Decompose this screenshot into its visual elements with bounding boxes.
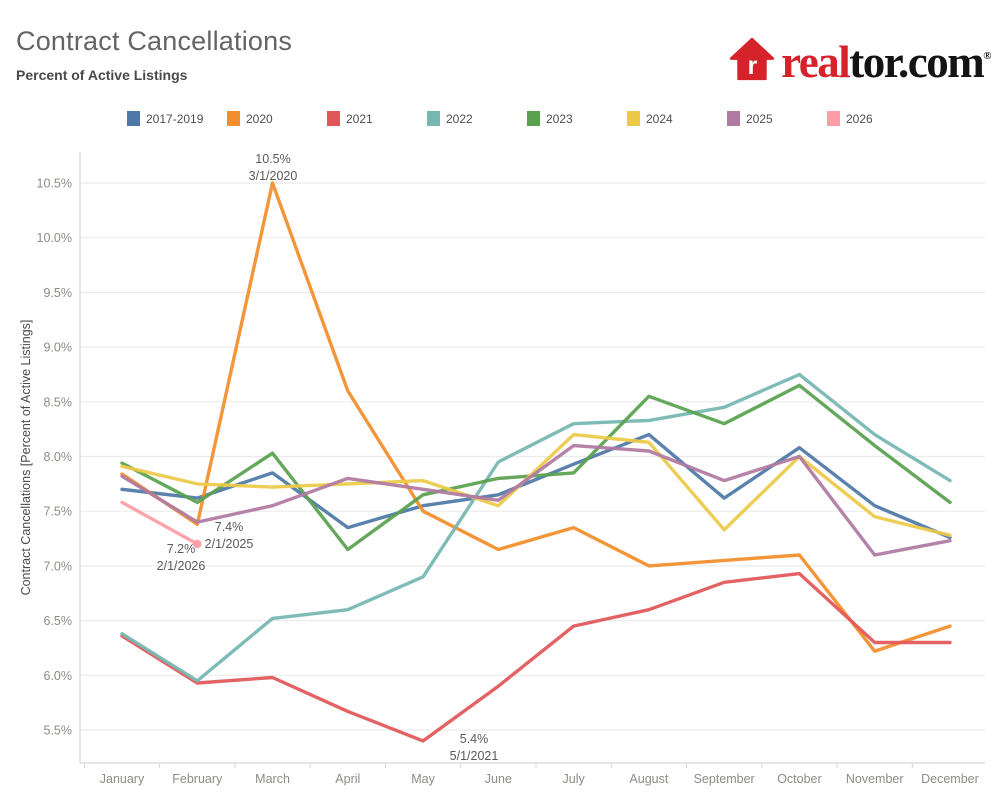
series-line-2026[interactable] bbox=[120, 500, 200, 546]
legend-swatch bbox=[827, 111, 840, 126]
page-subtitle: Percent of Active Listings bbox=[16, 67, 188, 83]
realtor-wordmark: realtor.com® bbox=[781, 37, 991, 87]
x-month-label: July bbox=[563, 772, 586, 786]
chart: 5.5% 6.0% 6.5% 7.0% 7.5% 8.0% 8.5% 9.0% 9.5% 10.0… bbox=[19, 152, 985, 786]
annotation: 7.4% 2/1/2025 bbox=[205, 520, 254, 551]
x-month-label: June bbox=[485, 772, 512, 786]
legend-swatch bbox=[727, 111, 740, 126]
x-month-label: May bbox=[411, 772, 435, 786]
x-month-label: September bbox=[694, 772, 755, 786]
y-tick-label: 5.5% bbox=[44, 724, 73, 738]
annotation: 7.2% 2/1/2026 bbox=[157, 542, 206, 573]
series-line-2017-2019[interactable] bbox=[120, 432, 952, 540]
realtor-logo[interactable]: r realtor.com® bbox=[729, 34, 991, 87]
page-title: Contract Cancellations bbox=[16, 26, 293, 56]
legend-item-2022[interactable]: 2022 bbox=[427, 111, 527, 126]
series-line-2023[interactable] bbox=[120, 383, 952, 552]
y-tick-label: 6.5% bbox=[44, 614, 73, 628]
legend-label: 2024 bbox=[646, 111, 673, 126]
legend-item-2020[interactable]: 2020 bbox=[227, 111, 327, 126]
series-line-2024[interactable] bbox=[120, 432, 952, 537]
legend-item-2017-2019[interactable]: 2017-2019 bbox=[127, 111, 227, 126]
legend-swatch bbox=[127, 111, 140, 126]
legend-label: 2021 bbox=[346, 111, 373, 126]
x-month-label: December bbox=[921, 772, 979, 786]
legend-label: 2023 bbox=[546, 111, 573, 126]
series-end-dot-2026 bbox=[192, 539, 202, 549]
legend-label: 2026 bbox=[846, 111, 873, 126]
legend-swatch bbox=[327, 111, 340, 126]
x-month-label: March bbox=[255, 772, 290, 786]
legend-swatch bbox=[527, 111, 540, 126]
annotation: 5.4% 5/1/2021 bbox=[450, 732, 499, 763]
y-tick-label: 7.0% bbox=[44, 559, 73, 573]
legend-item-2024[interactable]: 2024 bbox=[627, 111, 727, 126]
chart-header: Contract Cancellations Percent of Active… bbox=[16, 26, 292, 83]
y-tick-label: 6.0% bbox=[44, 669, 73, 683]
legend-label: 2017-2019 bbox=[146, 111, 204, 126]
y-axis-title: Contract Cancellations [Percent of Activ… bbox=[19, 320, 33, 596]
x-month-label: April bbox=[335, 772, 360, 786]
series-line-2021[interactable] bbox=[120, 571, 952, 743]
series-line-2025[interactable] bbox=[120, 443, 952, 557]
x-month-label: February bbox=[172, 772, 223, 786]
legend-label: 2020 bbox=[246, 111, 273, 126]
legend: 2017-2019 2020 2021 2022 2023 2024 2025 2026 bbox=[127, 111, 927, 126]
realtor-house-icon: r bbox=[730, 37, 775, 80]
y-tick-label: 8.0% bbox=[44, 450, 73, 464]
x-month-label: January bbox=[100, 772, 145, 786]
y-tick-label: 10.0% bbox=[37, 231, 72, 245]
y-tick-label: 7.5% bbox=[44, 505, 73, 519]
registered-mark-icon: ® bbox=[983, 50, 991, 62]
series-line-2020[interactable] bbox=[120, 181, 952, 653]
x-month-label: August bbox=[629, 772, 668, 786]
y-tick-label: 9.0% bbox=[44, 341, 73, 355]
legend-swatch bbox=[627, 111, 640, 126]
legend-swatch bbox=[427, 111, 440, 126]
x-month-label: October bbox=[777, 772, 821, 786]
y-tick-label: 10.5% bbox=[37, 177, 72, 191]
series-line-2022[interactable] bbox=[120, 372, 952, 683]
legend-item-2025[interactable]: 2025 bbox=[727, 111, 827, 126]
x-month-label: November bbox=[846, 772, 904, 786]
legend-item-2023[interactable]: 2023 bbox=[527, 111, 627, 126]
logo-letter-r: r bbox=[748, 53, 758, 80]
legend-swatch bbox=[227, 111, 240, 126]
annotation: 10.5% 3/1/2020 bbox=[249, 152, 298, 183]
legend-label: 2022 bbox=[446, 111, 473, 126]
legend-label: 2025 bbox=[746, 111, 773, 126]
legend-item-2021[interactable]: 2021 bbox=[327, 111, 427, 126]
y-tick-label: 9.5% bbox=[44, 286, 73, 300]
y-tick-label: 8.5% bbox=[44, 395, 73, 409]
legend-item-2026[interactable]: 2026 bbox=[827, 111, 927, 126]
